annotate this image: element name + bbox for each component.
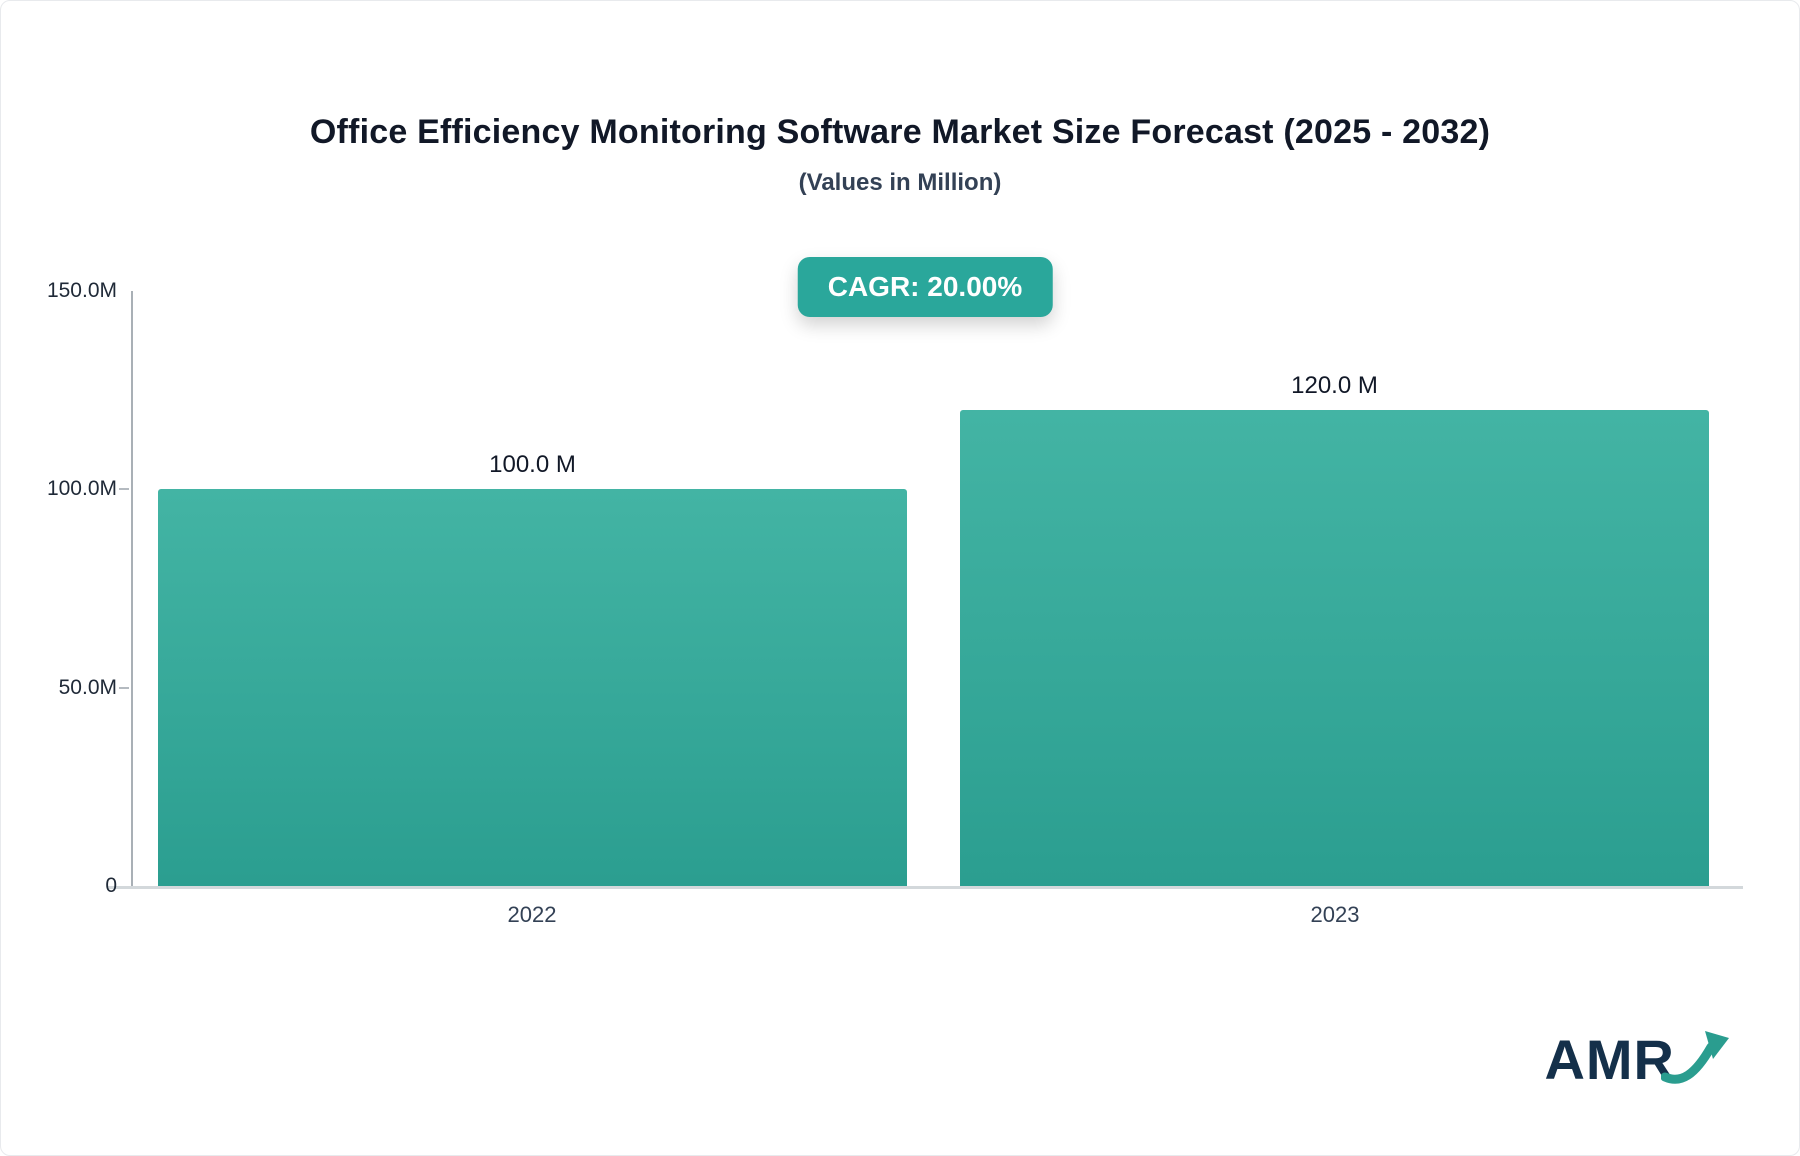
y-tick-label: 100.0M bbox=[46, 477, 117, 501]
amr-logo: AMR bbox=[1544, 1023, 1733, 1097]
y-axis-line bbox=[131, 291, 133, 886]
amr-logo-text: AMR bbox=[1544, 1028, 1675, 1091]
bar-2023 bbox=[960, 410, 1709, 886]
y-tick-mark bbox=[119, 686, 129, 689]
x-tick-label: 2023 bbox=[1310, 902, 1360, 927]
bar-value-label: 100.0 M bbox=[489, 451, 576, 478]
chart-subtitle: (Values in Million) bbox=[798, 169, 1002, 196]
x-tick-label: 2022 bbox=[507, 902, 557, 927]
y-tick-label: 150.0M bbox=[46, 279, 117, 302]
y-tick-label: 0 bbox=[105, 874, 117, 897]
cagr-badge: CAGR: 20.00% bbox=[797, 257, 1053, 317]
y-tick-mark bbox=[119, 488, 129, 491]
bar-2022 bbox=[158, 489, 907, 886]
trend-up-arrow-icon bbox=[1660, 1029, 1733, 1096]
chart-title: Office Efficiency Monitoring Software Ma… bbox=[309, 113, 1491, 151]
y-tick-label: 50.0M bbox=[58, 675, 117, 699]
x-axis-line bbox=[108, 886, 1743, 889]
bar-value-label: 120.0 M bbox=[1291, 372, 1378, 399]
